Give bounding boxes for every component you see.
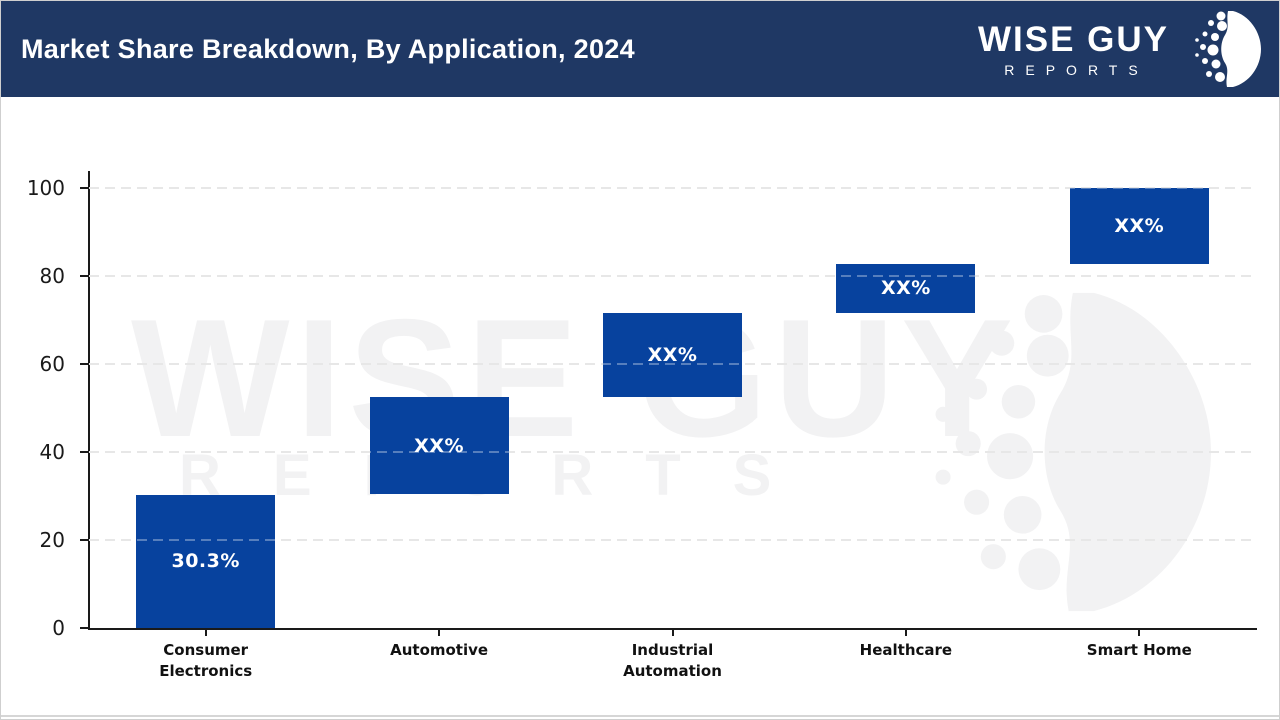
logo-text: WISE GUY REPORTS (978, 22, 1169, 77)
wise-guy-logo: WISE GUY REPORTS (978, 10, 1261, 88)
y-tick-label-20: 20 (39, 528, 65, 552)
bar-value-label-industrial-automation: XX% (647, 343, 698, 366)
y-axis-line (88, 171, 90, 630)
logo-subtitle: REPORTS (1004, 61, 1149, 78)
gridline-20 (89, 539, 1256, 541)
category-label-smart-home: Smart Home (1086, 641, 1192, 659)
y-tick-mark-80 (80, 275, 88, 277)
plot-area: 30.3% XX% XX% XX% XX% (89, 187, 1256, 628)
bar-value-label-healthcare: XX% (880, 277, 931, 300)
gridlines-overlay (89, 187, 1256, 628)
y-tick-mark-60 (80, 363, 88, 365)
y-tick-mark-20 (80, 539, 88, 541)
gridline-80 (89, 275, 1256, 277)
bar-value-label-smart-home: XX% (1114, 214, 1165, 237)
y-tick-label-40: 40 (39, 440, 65, 464)
category-label-consumer-electronics: Consumer Electronics (159, 641, 253, 680)
category-label-industrial-automation: Industrial Automation (623, 641, 722, 680)
y-tick-mark-40 (80, 451, 88, 453)
y-tick-mark-100 (80, 187, 88, 189)
x-tick-mark-automotive (438, 630, 441, 636)
x-tick-mark-industrial-automation (671, 630, 674, 636)
x-tick-mark-consumer-electronics (204, 630, 207, 636)
category-label-healthcare: Healthcare (859, 641, 953, 659)
y-tick-label-100: 100 (26, 176, 65, 200)
y-axis-labels: 0 20 40 60 80 100 (1, 178, 79, 638)
bar-consumer-electronics: 30.3% (136, 494, 276, 628)
y-axis-ticks (80, 187, 88, 629)
bar-automotive: XX% (369, 397, 509, 495)
header-bar: Market Share Breakdown, By Application, … (1, 1, 1279, 97)
gridline-60 (89, 363, 1256, 365)
gridline-40 (89, 451, 1256, 453)
y-tick-label-0: 0 (52, 616, 65, 640)
bar-smart-home: XX% (1069, 188, 1209, 264)
x-tick-mark-smart-home (1138, 630, 1141, 636)
x-tick-mark-healthcare (904, 630, 907, 636)
logo-face-icon (1195, 11, 1261, 87)
bar-industrial-automation: XX% (603, 312, 742, 397)
y-tick-mark-0 (80, 627, 88, 629)
y-tick-label-80: 80 (39, 264, 65, 288)
chart-title: Market Share Breakdown, By Application, … (21, 33, 635, 64)
bar-value-label-consumer-electronics: 30.3% (171, 550, 240, 573)
logo-wordmark: WISE GUY (977, 19, 1169, 59)
watermark-text: WISE GUY (131, 284, 1020, 472)
x-axis-line (88, 628, 1257, 630)
gridline-80 (89, 275, 1256, 277)
gridline-100 (89, 187, 1256, 189)
gridline-100 (89, 187, 1256, 189)
category-label-automotive: Automotive (390, 641, 489, 659)
bars: 30.3% XX% XX% XX% XX% (89, 188, 1256, 628)
bar-healthcare: XX% (836, 263, 976, 313)
gridline-40 (89, 451, 1256, 453)
gridline-20 (89, 539, 1256, 541)
y-tick-label-60: 60 (39, 352, 65, 376)
bottom-rule (1, 715, 1279, 717)
bar-value-label-automotive: XX% (414, 434, 465, 457)
